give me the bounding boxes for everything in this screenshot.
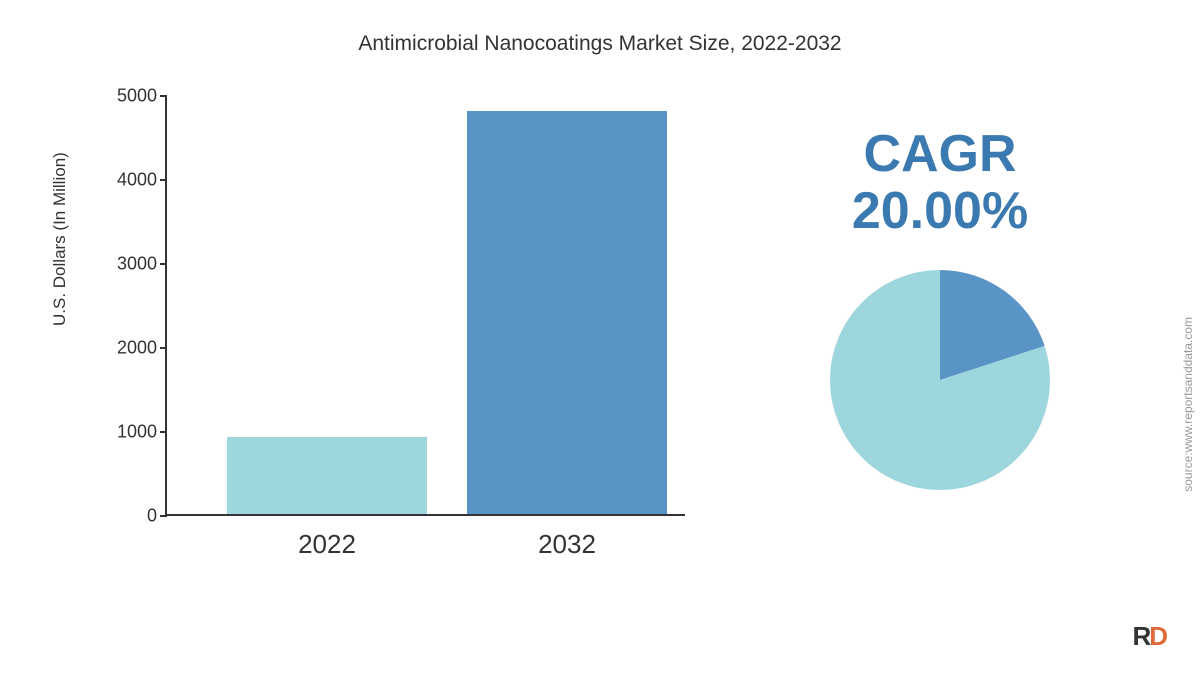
y-tick-label: 0 bbox=[107, 506, 167, 527]
y-tick-mark bbox=[160, 515, 167, 517]
plot-area: 01000200030004000500020222032 bbox=[165, 96, 685, 516]
y-tick-mark bbox=[160, 95, 167, 97]
y-tick-label: 2000 bbox=[107, 338, 167, 359]
y-tick-mark bbox=[160, 263, 167, 265]
right-panel: CAGR 20.00% bbox=[710, 86, 1110, 490]
x-tick-label: 2032 bbox=[492, 514, 642, 560]
logo-d: D bbox=[1149, 621, 1166, 651]
bar-chart: U.S. Dollars (In Million) 01000200030004… bbox=[60, 86, 710, 586]
bar bbox=[467, 111, 667, 514]
chart-title: Antimicrobial Nanocoatings Market Size, … bbox=[0, 0, 1200, 56]
bar bbox=[227, 437, 427, 514]
cagr-value: 20.00% bbox=[770, 183, 1110, 240]
x-tick-label: 2022 bbox=[252, 514, 402, 560]
y-axis-label: U.S. Dollars (In Million) bbox=[50, 152, 70, 326]
cagr-label: CAGR bbox=[770, 126, 1110, 183]
y-tick-label: 4000 bbox=[107, 170, 167, 191]
pie-chart bbox=[770, 270, 1110, 490]
y-tick-mark bbox=[160, 179, 167, 181]
y-tick-label: 5000 bbox=[107, 86, 167, 107]
source-attribution: source:www.reportsanddata.com bbox=[1181, 317, 1195, 492]
logo: RD bbox=[1132, 621, 1166, 652]
y-tick-label: 1000 bbox=[107, 422, 167, 443]
pie-svg bbox=[830, 270, 1050, 490]
content-row: U.S. Dollars (In Million) 01000200030004… bbox=[0, 56, 1200, 586]
y-tick-mark bbox=[160, 431, 167, 433]
logo-r: R bbox=[1132, 621, 1149, 651]
y-tick-label: 3000 bbox=[107, 254, 167, 275]
y-tick-mark bbox=[160, 347, 167, 349]
